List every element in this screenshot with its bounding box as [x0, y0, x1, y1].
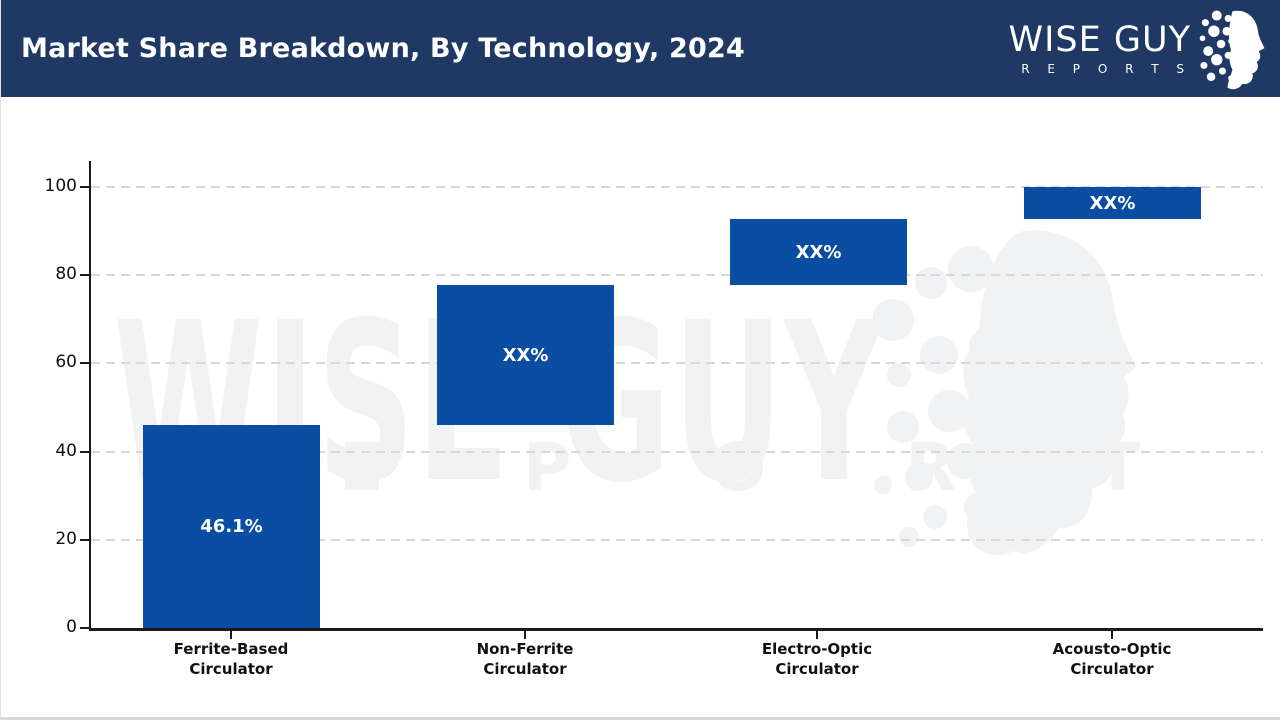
chart-title: Market Share Breakdown, By Technology, 2… [21, 33, 746, 64]
gridline [91, 538, 1263, 541]
bar-value-label: XX% [795, 241, 842, 263]
logo-subtext: R E P O R T S [1021, 61, 1191, 76]
gridline [91, 450, 1263, 453]
category-label: Non-Ferrite Circulator [410, 639, 640, 679]
chart-area: WISE GUY R E P O R T S 0 20 40 60 80 100 Ferri… [1, 97, 1280, 717]
y-tick-mark [80, 538, 89, 541]
bar-value-label: XX% [1089, 192, 1136, 214]
gridline [91, 186, 1263, 188]
category-label-line: Non-Ferrite [476, 640, 574, 658]
x-axis-line [89, 628, 1263, 631]
category-label-line: Circulator [775, 660, 859, 678]
plot: 0 20 40 60 80 100 Ferrite-Based Circulator Non-F… [1, 97, 1280, 717]
y-tick-mark [80, 450, 89, 453]
category-label: Ferrite-Based Circulator [116, 639, 346, 679]
category-label-line: Circulator [483, 660, 567, 678]
watermark-face-profile-icon [873, 230, 1136, 556]
category-label-line: Electro-Optic [761, 640, 873, 658]
y-tick-label: 20 [55, 528, 77, 549]
category-label-line: Circulator [189, 660, 273, 678]
y-tick-label: 0 [66, 617, 77, 637]
y-tick-mark [80, 627, 89, 629]
bar: 46.1% [143, 424, 320, 628]
y-tick-label: 40 [55, 440, 77, 461]
y-axis-line [89, 161, 91, 628]
y-tick-label: 100 [44, 176, 77, 196]
y-tick-mark [80, 274, 89, 277]
bar-value-label: XX% [502, 344, 549, 366]
bar: XX% [437, 285, 614, 425]
y-tick-mark [80, 186, 89, 188]
category-label-line: Circulator [1070, 660, 1154, 678]
logo-wordmark: WISE GUY [1008, 19, 1191, 60]
y-tick-label: 60 [55, 352, 77, 373]
category-label-line: Acousto-Optic [1052, 640, 1172, 658]
bar: XX% [730, 219, 907, 286]
gridline [91, 362, 1263, 365]
y-tick-mark [80, 362, 89, 365]
x-tick-mark [524, 631, 526, 639]
logo-text: WISE GUY R E P O R T S [1008, 19, 1191, 76]
category-label: Electro-Optic Circulator [702, 639, 932, 679]
gridline [91, 274, 1263, 277]
logo-face-profile-icon [1199, 10, 1265, 89]
category-label-line: Ferrite-Based [173, 640, 289, 658]
y-tick-label: 80 [55, 264, 77, 285]
x-tick-mark [230, 631, 232, 639]
bar: XX% [1024, 187, 1201, 220]
title-banner: Market Share Breakdown, By Technology, 2… [1, 0, 1280, 97]
bar-value-label: 46.1% [200, 515, 263, 537]
brand-logo: WISE GUY R E P O R T S [1008, 7, 1267, 91]
x-tick-mark [1111, 631, 1113, 639]
x-tick-mark [816, 631, 818, 639]
category-label: Acousto-Optic Circulator [997, 639, 1227, 679]
